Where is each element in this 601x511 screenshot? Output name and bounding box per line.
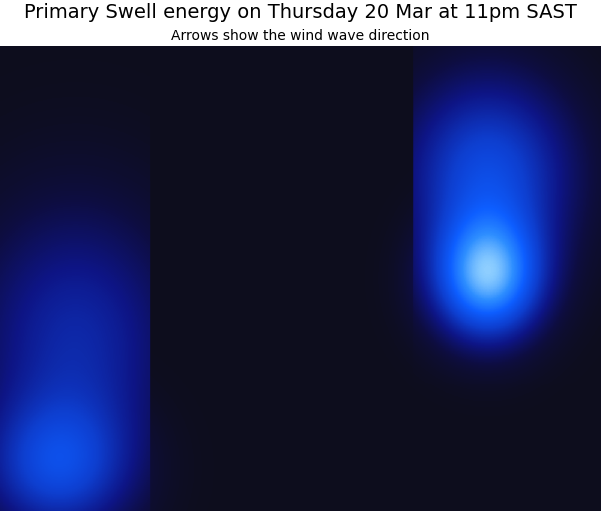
Text: Arrows show the wind wave direction: Arrows show the wind wave direction: [171, 29, 430, 43]
Text: Primary Swell energy on Thursday 20 Mar at 11pm SAST: Primary Swell energy on Thursday 20 Mar …: [24, 4, 577, 22]
